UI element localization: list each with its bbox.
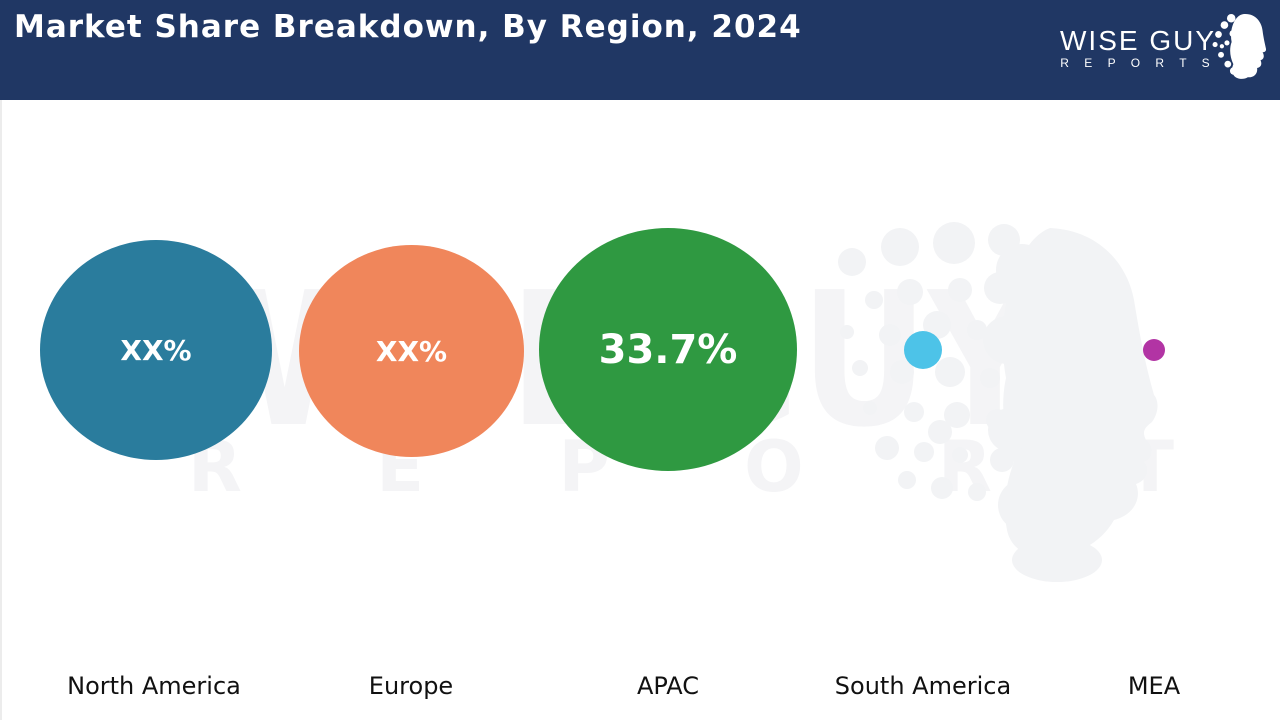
watermark-head-icon xyxy=(838,222,1158,582)
header-bar: Market Share Breakdown, By Region, 2024 … xyxy=(0,0,1280,100)
category-label-north-america: North America xyxy=(67,672,241,700)
bubble-apac: 33.7% xyxy=(539,228,797,471)
bubble-north-america: XX% xyxy=(40,240,272,460)
page-title: Market Share Breakdown, By Region, 2024 xyxy=(14,9,802,45)
bubble-europe: XX% xyxy=(299,245,524,457)
wise-guy-head-icon xyxy=(1212,14,1266,79)
bubble-value-label: 33.7% xyxy=(598,326,738,373)
logo-name-text: WISE GUY xyxy=(1059,25,1216,57)
logo-wordmark: WISE GUY R E P O R T S xyxy=(1060,26,1216,70)
bubble-mea xyxy=(1143,339,1165,361)
category-label-apac: APAC xyxy=(636,672,700,700)
logo-reports-text: R E P O R T S xyxy=(1060,55,1216,70)
category-label-europe: Europe xyxy=(368,672,454,700)
bubble-value-label: XX% xyxy=(120,333,192,367)
category-label-south-america: South America xyxy=(834,672,1012,700)
bubble-value-label: XX% xyxy=(375,334,448,368)
bubble-south-america xyxy=(904,331,942,369)
chart-area: WISE GUY R E P O R T S xyxy=(0,100,1280,720)
wise-guy-logo: WISE GUY R E P O R T S xyxy=(1060,8,1266,88)
category-label-mea: MEA xyxy=(1127,672,1181,700)
